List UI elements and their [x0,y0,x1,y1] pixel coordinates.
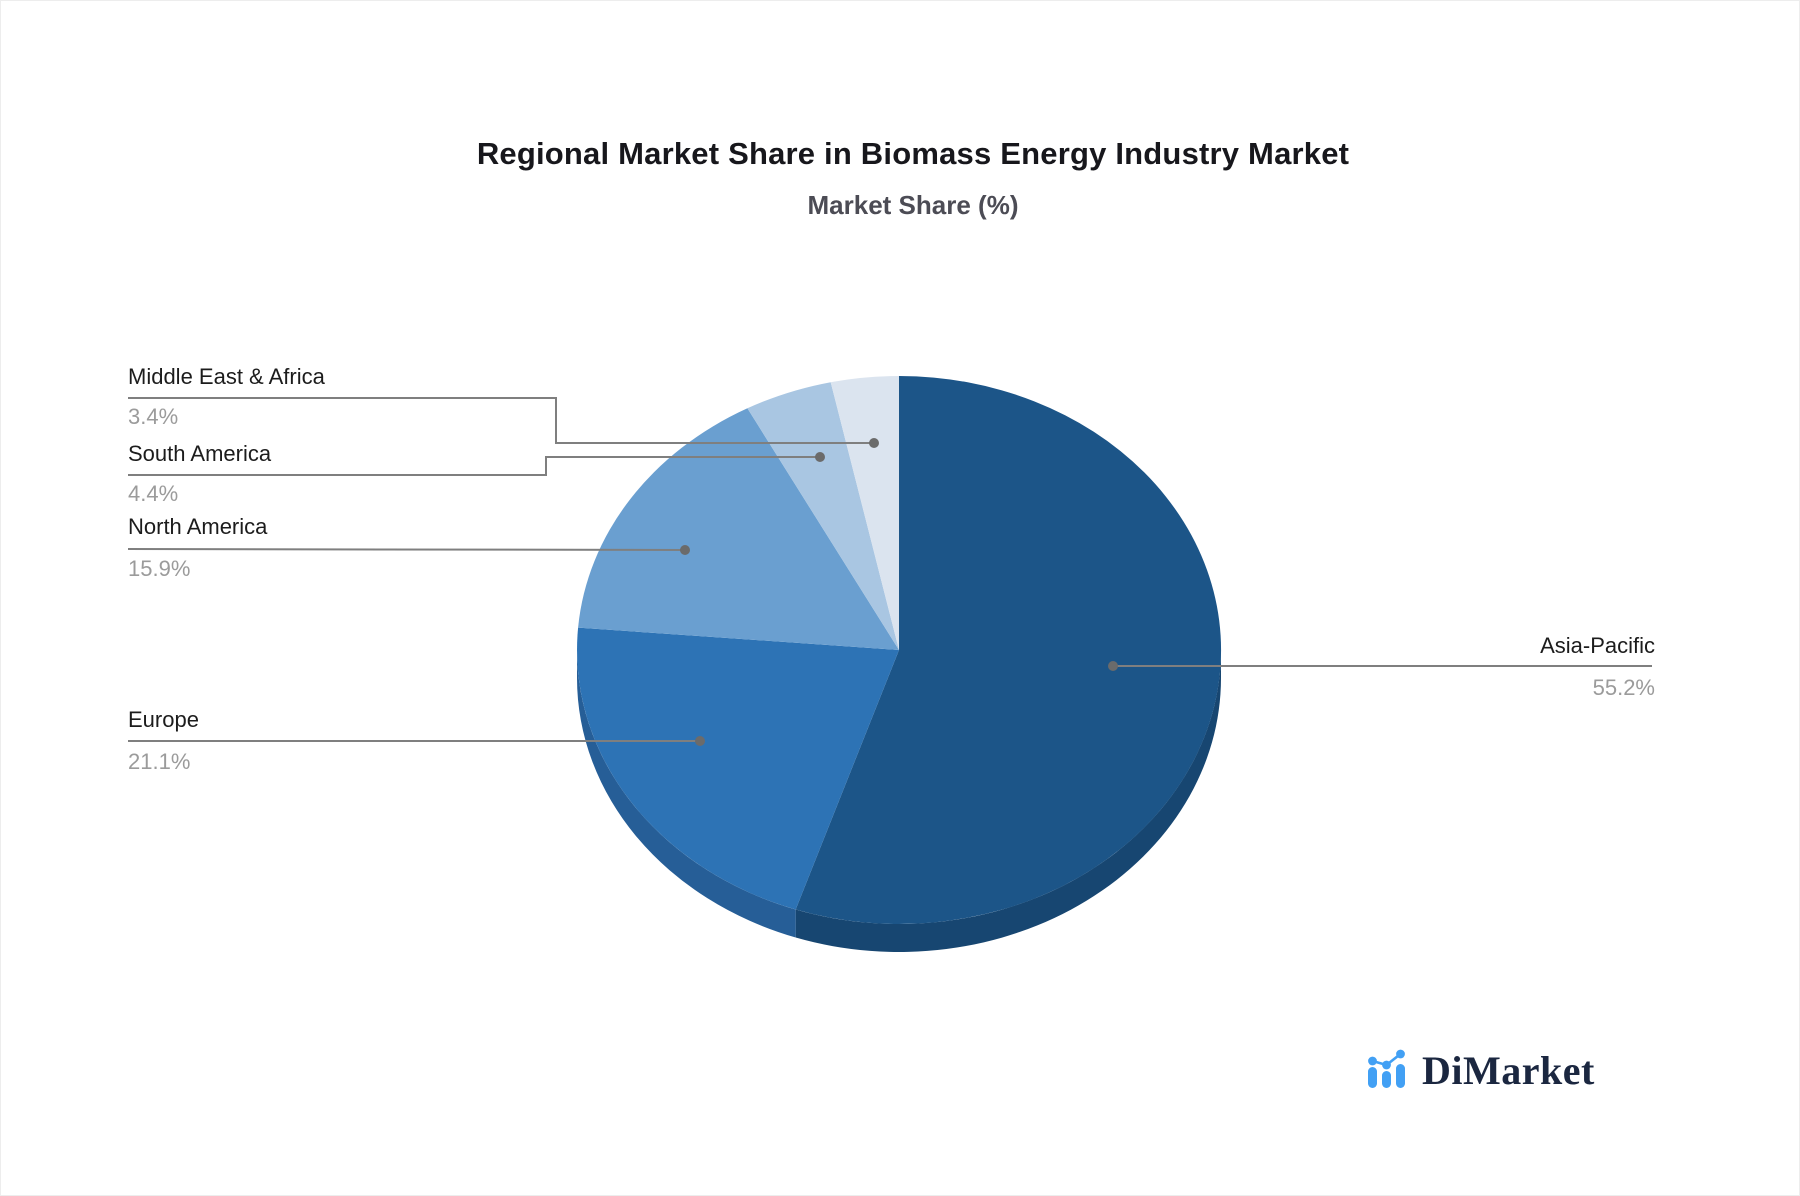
leader-line-north-america [127,548,686,551]
brand-logo: DiMarket [1366,1044,1595,1096]
pie-slice-north-america[interactable] [578,408,899,650]
slice-label-middle-east-africa: Middle East & Africa [128,364,325,389]
pie-slice-side-asia-pacific [795,650,1221,952]
leader-dot-north-america [680,545,690,555]
bar-chart-logo-icon [1368,1049,1405,1088]
leader-dot-asia-pacific [1108,661,1118,671]
slice-value-south-america: 4.4% [128,481,179,506]
slice-value-europe: 21.1% [128,749,191,774]
pie-slice-side-europe [577,650,796,938]
brand-name: DiMarket [1422,1047,1595,1093]
slice-label-south-america: South America [128,441,272,466]
chart-title: Regional Market Share in Biomass Energy … [476,136,1350,171]
leader-dot-south-america [815,452,825,462]
pie-slice-south-america[interactable] [747,382,899,650]
leader-line-middle-east-africa [128,397,874,444]
pie-slice-middle-east-africa[interactable] [830,375,899,650]
leader-line-south-america [128,456,820,476]
slice-value-north-america: 15.9% [128,556,191,581]
slice-value-middle-east-africa: 3.4% [128,404,179,429]
slice-label-asia-pacific: Asia-Pacific [1540,633,1655,658]
slice-label-north-america: North America [128,514,268,539]
slice-label-europe: Europe [128,707,199,732]
chart-subtitle: Market Share (%) [807,190,1019,220]
slice-value-asia-pacific: 55.2% [1592,675,1655,700]
leader-dot-middle-east-africa [869,438,879,448]
leader-dot-europe [695,736,705,746]
pie-slice-europe[interactable] [577,627,899,910]
pie-slice-asia-pacific[interactable] [795,376,1222,924]
